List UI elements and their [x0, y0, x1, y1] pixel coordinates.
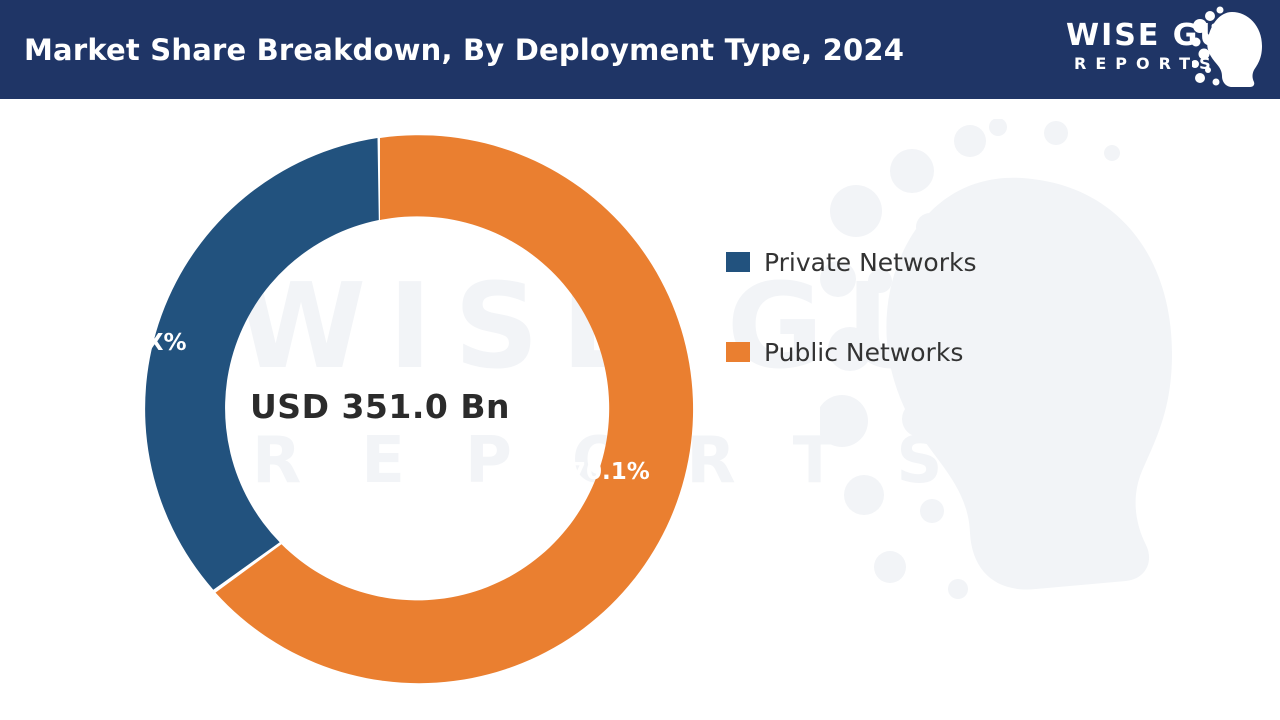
legend-label-private-networks: Private Networks [764, 247, 977, 277]
legend-swatch-private-networks [726, 252, 750, 272]
legend-swatch-public-networks [726, 342, 750, 362]
header-bar: Market Share Breakdown, By Deployment Ty… [0, 0, 1280, 99]
chart-area: WISE GUY REPORTS [0, 99, 1280, 720]
head-profile-dots-icon [1192, 6, 1262, 87]
slice-label-private-networks: XX% [128, 330, 187, 356]
page-title: Market Share Breakdown, By Deployment Ty… [24, 33, 905, 67]
legend-item-public-networks[interactable]: Public Networks [726, 337, 977, 367]
brand-logo: WISE GUY REPORTS [1062, 6, 1274, 92]
logo-wordmark-secondary: REPORTS [1074, 54, 1220, 73]
donut-center-value: USD 351.0 Bn [250, 387, 510, 426]
donut-slice-private-networks[interactable] [145, 138, 379, 590]
chart-legend: Private Networks Public Networks [726, 247, 977, 429]
donut-slice-public-networks[interactable] [215, 135, 694, 684]
slice-label-public-networks: 70.1% [570, 459, 650, 485]
donut-chart [145, 135, 694, 684]
legend-item-private-networks[interactable]: Private Networks [726, 247, 977, 277]
legend-label-public-networks: Public Networks [764, 337, 964, 367]
